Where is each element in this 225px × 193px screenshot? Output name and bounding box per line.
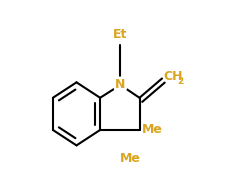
- Text: Et: Et: [113, 28, 128, 41]
- Text: Me: Me: [120, 152, 141, 165]
- Circle shape: [114, 77, 127, 93]
- Text: N: N: [115, 78, 126, 91]
- Text: CH: CH: [164, 70, 183, 83]
- Text: Me: Me: [142, 124, 163, 136]
- Text: 2: 2: [178, 77, 184, 85]
